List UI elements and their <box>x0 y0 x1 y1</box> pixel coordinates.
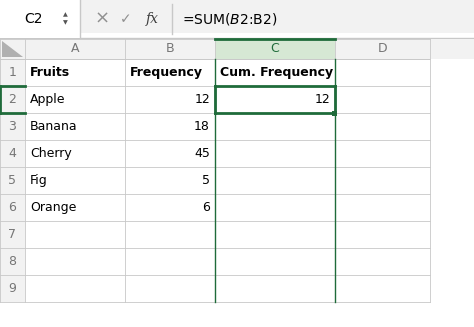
Bar <box>332 111 337 115</box>
Text: B: B <box>166 43 174 56</box>
Bar <box>0 194 25 221</box>
Text: ×: × <box>94 10 109 28</box>
Bar <box>0 0 474 38</box>
Bar <box>335 221 430 248</box>
Bar <box>335 59 430 86</box>
Bar <box>0 275 25 302</box>
Text: 6: 6 <box>9 201 17 214</box>
Text: Fruits: Fruits <box>30 66 70 79</box>
Text: fx: fx <box>146 12 158 26</box>
Bar <box>125 113 215 140</box>
Text: Frequency: Frequency <box>130 66 203 79</box>
Bar <box>215 86 335 113</box>
Bar <box>25 167 125 194</box>
Text: Fig: Fig <box>30 174 48 187</box>
Text: 5: 5 <box>9 174 17 187</box>
Bar <box>125 140 215 167</box>
Text: D: D <box>378 43 387 56</box>
Text: C: C <box>271 43 279 56</box>
Bar <box>25 59 125 86</box>
Bar <box>215 248 335 275</box>
Text: ▲: ▲ <box>63 12 68 18</box>
Bar <box>215 275 335 302</box>
Text: A: A <box>71 43 79 56</box>
Bar <box>0 0 80 38</box>
Bar <box>0 86 25 113</box>
Bar <box>25 113 125 140</box>
Text: Banana: Banana <box>30 120 78 133</box>
Text: Orange: Orange <box>30 201 76 214</box>
Bar <box>0 221 25 248</box>
Bar <box>335 275 430 302</box>
Bar <box>335 248 430 275</box>
Text: Cherry: Cherry <box>30 147 72 160</box>
Bar <box>0 113 25 140</box>
Bar <box>335 140 430 167</box>
Bar <box>25 86 125 113</box>
Text: 4: 4 <box>9 147 17 160</box>
Bar <box>215 194 335 221</box>
Bar <box>215 39 335 59</box>
Polygon shape <box>2 41 23 57</box>
Text: 3: 3 <box>9 120 17 133</box>
Bar <box>0 33 474 322</box>
Bar <box>0 167 25 194</box>
Bar <box>125 275 215 302</box>
Bar <box>0 39 25 59</box>
Bar <box>125 86 215 113</box>
Bar <box>215 59 335 86</box>
Text: ▼: ▼ <box>63 21 68 26</box>
Bar <box>125 221 215 248</box>
Bar <box>215 221 335 248</box>
Text: 18: 18 <box>194 120 210 133</box>
Text: 12: 12 <box>314 93 330 106</box>
Bar <box>25 39 125 59</box>
Bar <box>125 39 215 59</box>
Bar <box>125 59 215 86</box>
Bar <box>215 140 335 167</box>
Bar <box>0 59 25 86</box>
Text: 9: 9 <box>9 282 17 295</box>
Text: 1: 1 <box>9 66 17 79</box>
Bar <box>335 86 430 113</box>
Bar <box>215 167 335 194</box>
Text: Cum. Frequency: Cum. Frequency <box>220 66 333 79</box>
Bar <box>0 39 474 59</box>
Bar <box>335 167 430 194</box>
Text: 12: 12 <box>194 93 210 106</box>
Bar <box>125 167 215 194</box>
Text: Apple: Apple <box>30 93 65 106</box>
Bar <box>25 140 125 167</box>
Text: C2: C2 <box>24 12 43 26</box>
Bar <box>25 221 125 248</box>
Bar <box>125 248 215 275</box>
Text: 45: 45 <box>194 147 210 160</box>
Bar <box>25 275 125 302</box>
Text: ✓: ✓ <box>120 12 132 26</box>
Bar <box>215 113 335 140</box>
Text: 6: 6 <box>202 201 210 214</box>
Text: 2: 2 <box>9 93 17 106</box>
Bar <box>335 194 430 221</box>
Bar <box>25 194 125 221</box>
Bar <box>0 248 25 275</box>
Text: 7: 7 <box>9 228 17 241</box>
Bar <box>335 113 430 140</box>
Bar <box>25 248 125 275</box>
Text: 8: 8 <box>9 255 17 268</box>
Bar <box>335 39 430 59</box>
Bar <box>0 140 25 167</box>
Text: =SUM($B$2:B2): =SUM($B$2:B2) <box>182 11 278 27</box>
Bar <box>125 194 215 221</box>
Text: 5: 5 <box>202 174 210 187</box>
